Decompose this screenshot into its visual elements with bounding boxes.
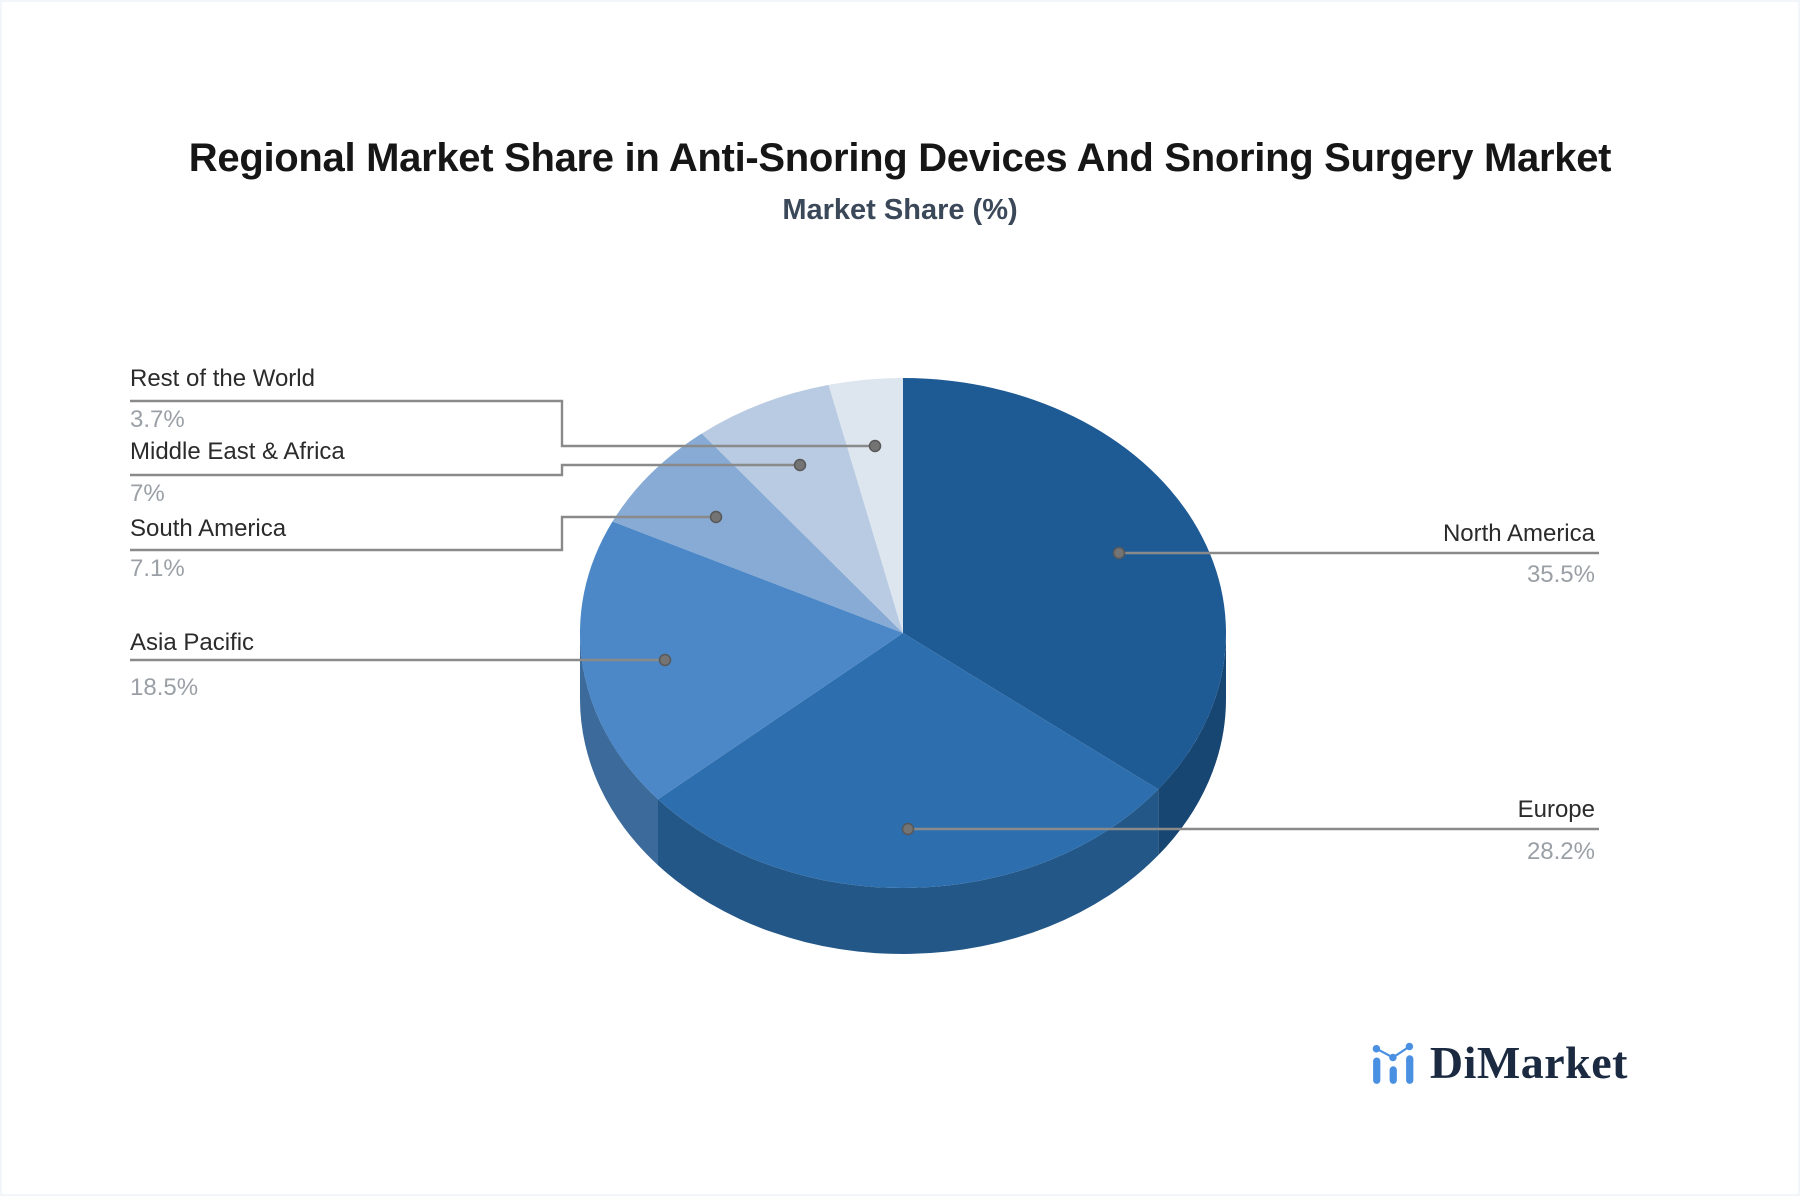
callout-value-north-america: 35.5% [1526, 561, 1595, 588]
callout-label-middle-east-africa: Middle East & Africa [130, 438, 345, 465]
callout-label-europe: Europe [1517, 796, 1595, 823]
pie-slice-europe[interactable] [658, 633, 1159, 889]
pie-slice-asia-pacific-side [580, 633, 658, 866]
callout-line-middle-east-africa [130, 463, 800, 477]
chart-subtitle: Market Share (%) [782, 194, 1018, 226]
brand-logo-text: DiMarket [1429, 1037, 1628, 1088]
callout-value-rest-of-world: 3.7% [130, 406, 185, 433]
callout-label-asia-pacific: Asia Pacific [130, 629, 255, 656]
callout-value-europe: 28.2% [1526, 838, 1595, 865]
pie-slice-rest-of-the-world[interactable] [828, 378, 903, 633]
callout-dot-asia-pacific [658, 653, 672, 667]
brand-logo: DiMarket [1372, 1036, 1628, 1089]
callout-dot-south-america [709, 510, 723, 524]
callout-line-south-america [130, 515, 716, 552]
callout-dot-rest-of-the-world [868, 439, 882, 453]
dimarket-bars-icon [1372, 1042, 1414, 1084]
callout-value-middle-east-africa: 7% [130, 480, 165, 507]
pie-slice-north-america[interactable] [903, 378, 1226, 790]
callout-dot-middle-east-africa [793, 458, 807, 472]
callout-label-rest-of-world: Rest of the World [130, 365, 315, 392]
pie-slice-south-america[interactable] [612, 433, 904, 634]
callout-value-asia-pacific: 18.5% [130, 674, 199, 701]
pie-slice-europe-side [658, 789, 1159, 955]
pie-slice-asia-pacific[interactable] [579, 521, 903, 800]
callout-line-rest-of-the-world [130, 399, 875, 448]
pie-slice-north-america-side [1158, 633, 1226, 856]
callout-value-south-america: 7.1% [130, 555, 185, 582]
callout-dot-europe [901, 822, 915, 836]
chart-title: Regional Market Share in Anti-Snoring De… [188, 136, 1612, 180]
callout-label-south-america: South America [130, 515, 287, 542]
callout-dot-north-america [1112, 546, 1126, 560]
callout-label-north-america: North America [1442, 520, 1595, 547]
